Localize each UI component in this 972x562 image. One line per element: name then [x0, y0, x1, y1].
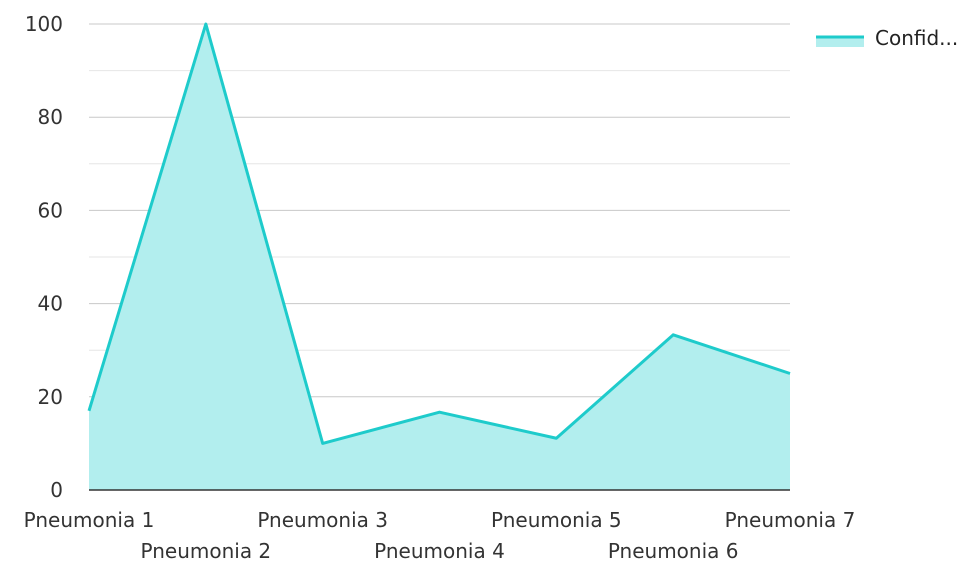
x-tick-label: Pneumonia 5: [491, 508, 622, 532]
x-tick-label: Pneumonia 7: [725, 508, 856, 532]
x-axis-ticks: Pneumonia 1 Pneumonia 2 Pneumonia 3 Pneumon…: [24, 508, 856, 562]
legend: Confid...: [816, 26, 958, 50]
y-axis-ticks: 0 20 40 60 80 100: [25, 12, 63, 502]
y-tick-label: 0: [50, 478, 63, 502]
legend-label: Confid...: [875, 26, 958, 50]
y-tick-label: 80: [38, 105, 63, 129]
x-tick-label: Pneumonia 3: [257, 508, 388, 532]
y-tick-label: 60: [38, 198, 63, 222]
series-area-fill: [89, 24, 790, 490]
x-tick-label: Pneumonia 4: [374, 539, 505, 562]
x-tick-label: Pneumonia 6: [608, 539, 739, 562]
legend-swatch: [816, 37, 864, 47]
y-tick-label: 20: [38, 385, 63, 409]
y-tick-label: 40: [38, 292, 63, 316]
series-layer: [87, 22, 791, 490]
y-tick-label: 100: [25, 12, 63, 36]
x-tick-label: Pneumonia 2: [141, 539, 272, 562]
x-tick-label: Pneumonia 1: [24, 508, 155, 532]
